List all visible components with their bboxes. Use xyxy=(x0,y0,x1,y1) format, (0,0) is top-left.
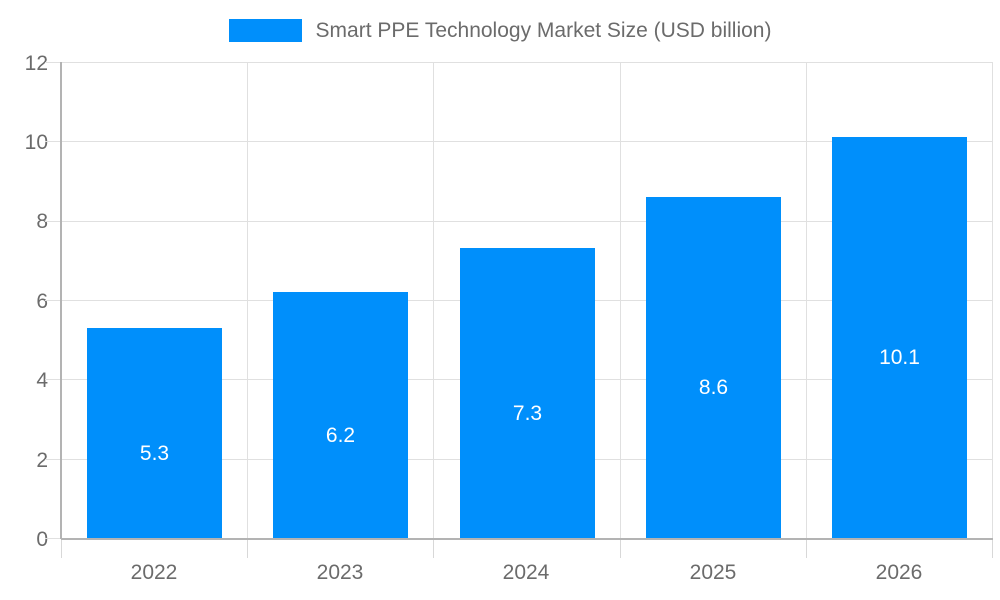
y-tick-dash xyxy=(45,538,61,539)
plot-area: 5.3 6.2 7.3 8.6 10.1 xyxy=(61,62,993,539)
x-tick-label-2026: 2026 xyxy=(875,561,923,584)
x-tick-label-2024: 2024 xyxy=(502,561,550,584)
x-axis-tick xyxy=(433,540,434,558)
gridline-vertical xyxy=(992,62,993,538)
gridline-vertical xyxy=(247,62,248,538)
y-tick-label-6: 6 xyxy=(36,290,48,313)
bar-value-label: 5.3 xyxy=(139,442,170,465)
y-tick-dash xyxy=(45,62,61,63)
gridline-vertical xyxy=(806,62,807,538)
gridline-horizontal xyxy=(61,62,993,63)
x-tick-label-2023: 2023 xyxy=(316,561,364,584)
bar-2022[interactable]: 5.3 xyxy=(87,328,222,538)
x-axis-tick xyxy=(806,540,807,558)
bar-2024[interactable]: 7.3 xyxy=(460,248,595,538)
x-axis-tick xyxy=(247,540,248,558)
y-axis-line xyxy=(60,62,62,539)
bar-value-label: 7.3 xyxy=(512,402,543,425)
gridline-vertical xyxy=(433,62,434,538)
x-axis-tick xyxy=(992,540,993,558)
x-axis-tick xyxy=(620,540,621,558)
y-tick-dash xyxy=(45,459,61,460)
y-tick-dash xyxy=(45,300,61,301)
bar-2026[interactable]: 10.1 xyxy=(832,137,967,538)
bar-value-label: 6.2 xyxy=(325,424,356,447)
y-tick-dash xyxy=(45,379,61,380)
legend-label: Smart PPE Technology Market Size (USD bi… xyxy=(315,18,772,42)
bar-value-label: 8.6 xyxy=(698,376,729,399)
y-tick-label-8: 8 xyxy=(36,210,48,233)
bar-2025[interactable]: 8.6 xyxy=(646,197,781,538)
y-tick-label-12: 12 xyxy=(24,52,48,75)
chart-legend: Smart PPE Technology Market Size (USD bi… xyxy=(0,12,1000,48)
legend-swatch-icon xyxy=(228,18,302,42)
bar-2023[interactable]: 6.2 xyxy=(273,292,408,538)
y-tick-dash xyxy=(45,141,61,142)
gridline-vertical xyxy=(620,62,621,538)
y-tick-dash xyxy=(45,221,61,222)
x-axis-tick xyxy=(61,540,62,558)
x-tick-label-2022: 2022 xyxy=(130,561,178,584)
gridline-horizontal xyxy=(61,141,993,142)
y-tick-label-10: 10 xyxy=(24,131,48,154)
y-tick-label-0: 0 xyxy=(36,528,48,551)
bar-value-label: 10.1 xyxy=(879,346,920,369)
y-tick-label-2: 2 xyxy=(36,449,48,472)
y-tick-label-4: 4 xyxy=(36,369,48,392)
gridline-horizontal xyxy=(61,221,993,222)
legend-item-series-0[interactable]: Smart PPE Technology Market Size (USD bi… xyxy=(228,18,772,42)
x-axis-line xyxy=(61,538,993,540)
x-tick-label-2025: 2025 xyxy=(689,561,737,584)
